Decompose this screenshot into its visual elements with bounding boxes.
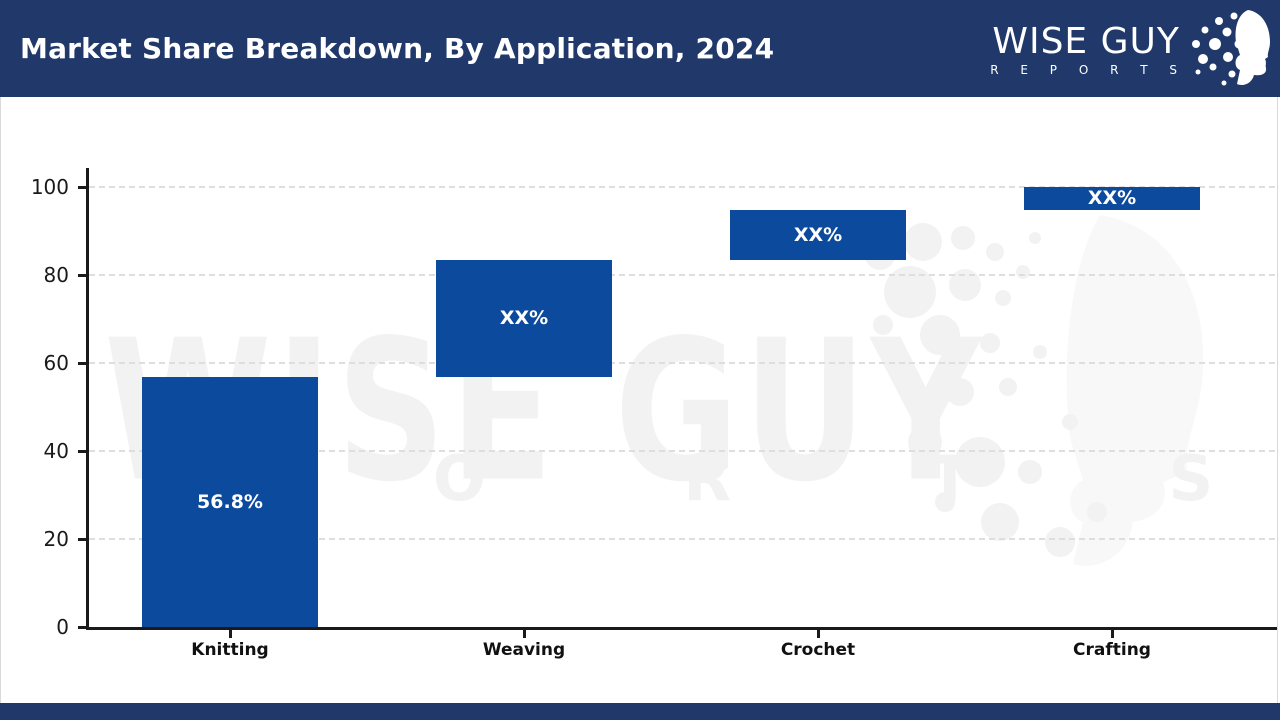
bar-value-label: 56.8% (197, 490, 263, 513)
y-tick-label-0: 0 (56, 615, 69, 639)
bar-value-label: XX% (793, 223, 843, 246)
y-tick-label-20: 20 (43, 527, 69, 551)
logo-name: WISE GUY (992, 20, 1180, 62)
bar-value-label: XX% (499, 307, 549, 330)
bar-knitting: 56.8% (142, 377, 318, 627)
watermark-ports: P O R T S (190, 442, 1280, 515)
y-tick-label-40: 40 (43, 439, 69, 463)
wise-guy-logo: WISE GUY R E P O R T S (986, 4, 1272, 94)
x-tick-mark-knitting (228, 630, 232, 638)
footer-bar (0, 703, 1280, 720)
gridline-y-20 (89, 538, 1275, 540)
page-title: Market Share Breakdown, By Application, … (20, 32, 775, 65)
y-tick-mark-100 (78, 185, 86, 189)
y-tick-label-60: 60 (43, 351, 69, 375)
plot-area: 56.8% XX% XX% XX% (89, 167, 1275, 627)
bar-weaving: XX% (436, 260, 612, 378)
page-edge-right (1277, 97, 1278, 703)
y-tick-mark-60 (78, 361, 86, 365)
watermark-head-profile-icon (845, 210, 1235, 594)
logo-subtitle: R E P O R T S (990, 62, 1186, 77)
x-tick-mark-weaving (522, 630, 526, 638)
x-tick-label-knitting: Knitting (191, 640, 269, 660)
bar-crafting: XX% (1024, 187, 1200, 211)
x-tick-label-weaving: Weaving (482, 640, 566, 660)
y-axis-line (86, 168, 89, 630)
header-bar: Market Share Breakdown, By Application, … (0, 0, 1280, 97)
y-tick-mark-20 (78, 537, 86, 541)
gridline-y-60 (89, 362, 1275, 364)
dotted-head-profile-icon (1188, 4, 1272, 94)
y-tick-label-100: 100 (30, 175, 69, 199)
page-edge-left (0, 97, 1, 703)
x-tick-mark-crochet (816, 630, 820, 638)
gridline-y-40 (89, 450, 1275, 452)
x-tick-label-crochet: Crochet (780, 640, 856, 660)
x-tick-mark-crafting (1110, 630, 1114, 638)
bar-value-label: XX% (1087, 187, 1137, 210)
gridline-y-100 (89, 186, 1275, 188)
y-tick-mark-0 (78, 625, 86, 629)
gridline-y-80 (89, 274, 1275, 276)
y-tick-mark-80 (78, 273, 86, 277)
x-axis: Knitting Weaving Crochet Crafting (89, 630, 1275, 690)
y-axis: 0 20 40 60 80 100 (0, 167, 86, 639)
x-axis-line (86, 627, 1277, 630)
logo-text: WISE GUY R E P O R T S (986, 20, 1186, 77)
bar-crochet: XX% (730, 210, 906, 261)
y-tick-label-80: 80 (43, 263, 69, 287)
y-tick-mark-40 (78, 449, 86, 453)
x-tick-label-crafting: Crafting (1073, 640, 1151, 660)
